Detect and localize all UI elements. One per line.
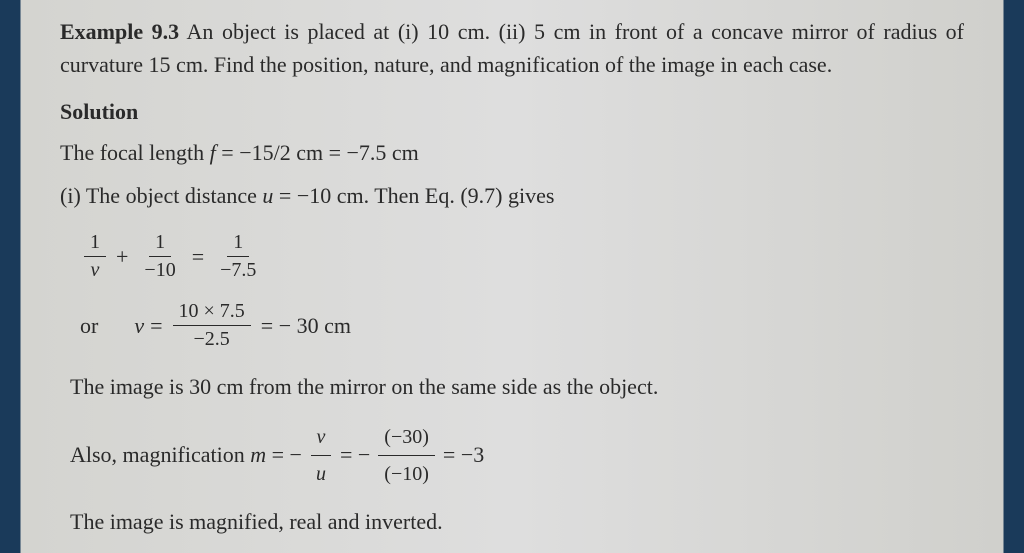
solution-heading: Solution [60,99,964,125]
magnification-equation: Also, magnification m = − v u = − (−30) … [70,421,964,490]
magnification-prefix: Also, magnification m = − [70,437,302,472]
fraction-1-over-neg7.5: 1 −7.5 [214,231,262,282]
fraction-10x7.5-over-neg2.5: 10 × 7.5 −2.5 [173,300,251,351]
mirror-equation: 1 v + 1 −10 = 1 −7.5 [80,231,964,282]
image-position-statement: The image is 30 cm from the mirror on th… [70,369,964,404]
textbook-page: Example 9.3 An object is placed at (i) 1… [40,15,984,539]
plus-sign: + [116,244,128,270]
or-label: or [80,313,98,339]
conclusion-statement: The image is magnified, real and inverte… [70,504,964,539]
problem-statement: An object is placed at (i) 10 cm. (ii) 5… [60,19,964,77]
v-result: = − 30 cm [261,313,351,339]
example-label: Example 9.3 [60,19,179,44]
part-i-line: (i) The object distance u = −10 cm. Then… [60,178,964,213]
fraction-1-over-v: 1 v [84,231,106,282]
fraction-1-over-neg10: 1 −10 [138,231,181,282]
equals-sign: = [192,244,204,270]
v-solution-equation: or v = 10 × 7.5 −2.5 = − 30 cm [80,300,964,351]
mag-result: = −3 [443,437,484,472]
fraction-neg30-over-neg10: (−30) (−10) [378,421,435,490]
v-equals: v [134,313,144,339]
fraction-v-over-u: v u [310,421,332,490]
example-problem: Example 9.3 An object is placed at (i) 1… [60,15,964,81]
focal-length-line: The focal length f = −15/2 cm = −7.5 cm [60,135,964,170]
mag-mid: = − [340,437,370,472]
